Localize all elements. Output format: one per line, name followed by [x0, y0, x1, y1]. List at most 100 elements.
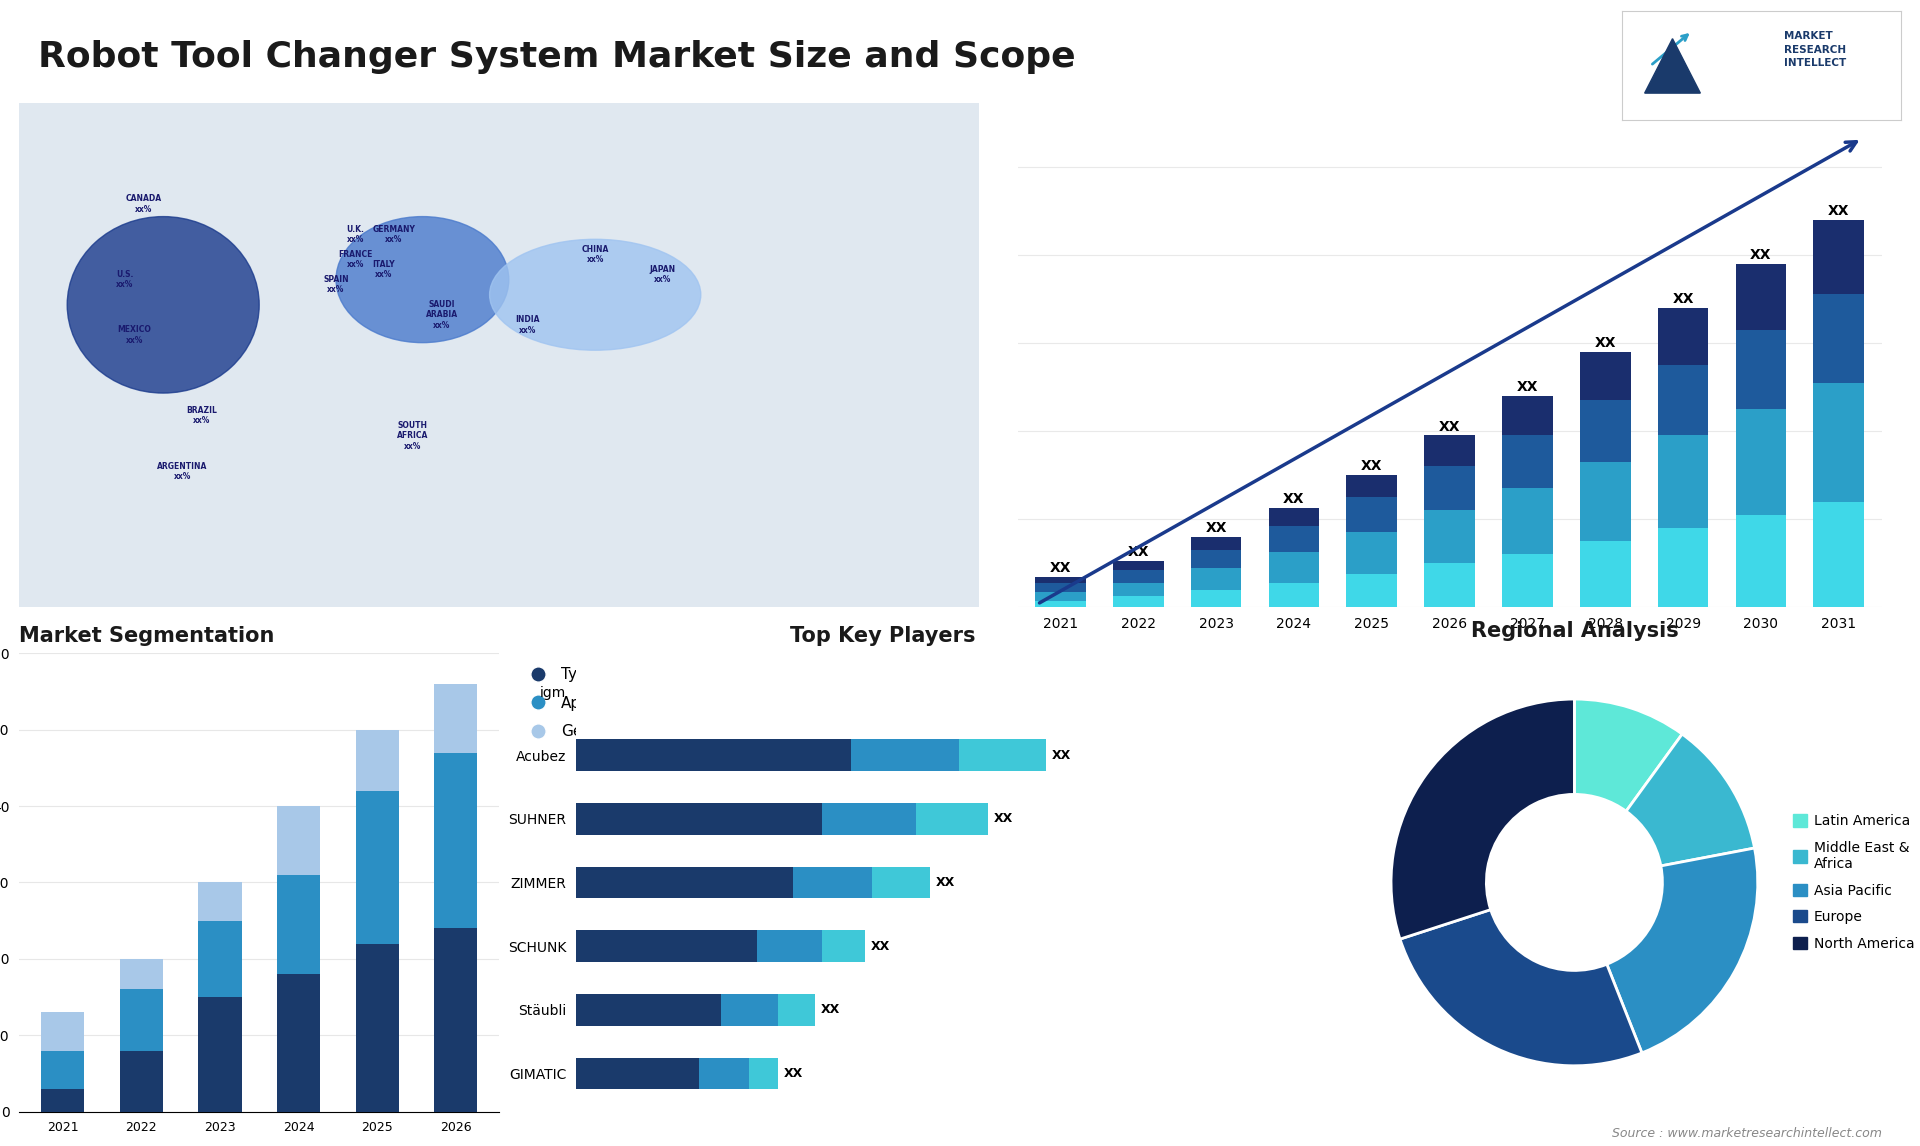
Bar: [1035, 592, 1085, 601]
Bar: [1190, 536, 1242, 550]
Bar: [1814, 383, 1864, 502]
Bar: [1501, 435, 1553, 488]
Bar: [1814, 502, 1864, 607]
Text: FRANCE
xx%: FRANCE xx%: [338, 250, 372, 269]
Bar: [119, 1051, 163, 1112]
Bar: [851, 739, 960, 771]
Bar: [1035, 583, 1085, 592]
Bar: [198, 997, 242, 1112]
Title: Top Key Players: Top Key Players: [791, 626, 975, 646]
Text: Market Segmentation: Market Segmentation: [19, 626, 275, 646]
Bar: [355, 943, 399, 1112]
Bar: [756, 931, 822, 961]
Bar: [1657, 364, 1709, 435]
Bar: [576, 803, 822, 834]
Text: XX: XX: [1672, 292, 1693, 306]
Text: U.S.
xx%: U.S. xx%: [115, 270, 134, 289]
Text: SAUDI
ARABIA
xx%: SAUDI ARABIA xx%: [426, 300, 457, 330]
Bar: [1035, 576, 1085, 583]
Bar: [1114, 596, 1164, 607]
Bar: [119, 959, 163, 989]
Bar: [576, 994, 720, 1026]
Bar: [1736, 330, 1786, 409]
Bar: [822, 803, 916, 834]
Bar: [1501, 395, 1553, 435]
Bar: [576, 1058, 699, 1090]
Bar: [778, 994, 814, 1026]
Wedge shape: [1607, 848, 1757, 1053]
Text: XX: XX: [1828, 204, 1849, 218]
Bar: [1501, 555, 1553, 607]
Bar: [276, 806, 321, 874]
Text: Robot Tool Changer System Market Size and Scope: Robot Tool Changer System Market Size an…: [38, 40, 1075, 74]
Bar: [1501, 488, 1553, 555]
Bar: [1346, 533, 1398, 574]
Text: ITALY
xx%: ITALY xx%: [372, 260, 396, 280]
Text: SPAIN
xx%: SPAIN xx%: [323, 275, 349, 295]
Bar: [749, 1058, 778, 1090]
Text: XX: XX: [1517, 380, 1538, 394]
Bar: [355, 730, 399, 791]
Bar: [1269, 552, 1319, 583]
Bar: [40, 1089, 84, 1112]
Bar: [1657, 435, 1709, 528]
Bar: [1814, 295, 1864, 383]
Bar: [1425, 435, 1475, 466]
Text: U.K.
xx%: U.K. xx%: [346, 225, 365, 244]
Bar: [198, 882, 242, 920]
Text: MARKET
RESEARCH
INTELLECT: MARKET RESEARCH INTELLECT: [1784, 31, 1847, 68]
Text: XX: XX: [935, 876, 956, 889]
Bar: [40, 1051, 84, 1089]
Bar: [872, 866, 929, 898]
Text: XX: XX: [1438, 419, 1461, 433]
Bar: [434, 684, 478, 753]
Wedge shape: [1574, 699, 1682, 811]
Bar: [1580, 462, 1630, 541]
Text: XX: XX: [1751, 248, 1772, 261]
Wedge shape: [1392, 699, 1574, 939]
Text: CANADA
xx%: CANADA xx%: [127, 195, 161, 213]
Ellipse shape: [490, 240, 701, 351]
Text: Source : www.marketresearchintellect.com: Source : www.marketresearchintellect.com: [1611, 1128, 1882, 1140]
Bar: [119, 989, 163, 1051]
Bar: [434, 753, 478, 928]
Bar: [1346, 497, 1398, 533]
Bar: [1269, 583, 1319, 607]
Text: BRAZIL
xx%: BRAZIL xx%: [186, 406, 217, 425]
Bar: [1269, 508, 1319, 526]
Bar: [1114, 583, 1164, 596]
Text: INDIA
xx%: INDIA xx%: [516, 315, 540, 335]
Bar: [276, 974, 321, 1112]
Text: XX: XX: [1127, 545, 1148, 559]
Legend: Type, Application, Geography: Type, Application, Geography: [516, 661, 653, 746]
Text: XX: XX: [783, 1067, 803, 1080]
Bar: [576, 931, 756, 961]
Text: XX: XX: [1361, 460, 1382, 473]
Text: GERMANY
xx%: GERMANY xx%: [372, 225, 415, 244]
Polygon shape: [1645, 39, 1701, 93]
Legend: Latin America, Middle East &
Africa, Asia Pacific, Europe, North America: Latin America, Middle East & Africa, Asi…: [1788, 809, 1920, 956]
Bar: [1736, 409, 1786, 515]
Bar: [1425, 510, 1475, 564]
Bar: [1580, 352, 1630, 400]
Title: Regional Analysis: Regional Analysis: [1471, 620, 1678, 641]
Bar: [1114, 570, 1164, 583]
Bar: [576, 866, 793, 898]
Bar: [699, 1058, 749, 1090]
Text: XX: XX: [1052, 748, 1071, 762]
Text: XX: XX: [1283, 493, 1306, 507]
Bar: [1346, 574, 1398, 607]
Bar: [198, 920, 242, 997]
Text: CHINA
xx%: CHINA xx%: [582, 245, 609, 264]
Text: XX: XX: [820, 1003, 839, 1017]
Text: XX: XX: [1050, 560, 1071, 575]
Bar: [1035, 601, 1085, 607]
Bar: [822, 931, 866, 961]
Bar: [793, 866, 872, 898]
Text: XX: XX: [1594, 336, 1617, 350]
Bar: [1425, 466, 1475, 510]
Text: XX: XX: [1206, 521, 1227, 535]
Wedge shape: [1626, 735, 1755, 866]
Bar: [1114, 562, 1164, 570]
Bar: [960, 739, 1046, 771]
